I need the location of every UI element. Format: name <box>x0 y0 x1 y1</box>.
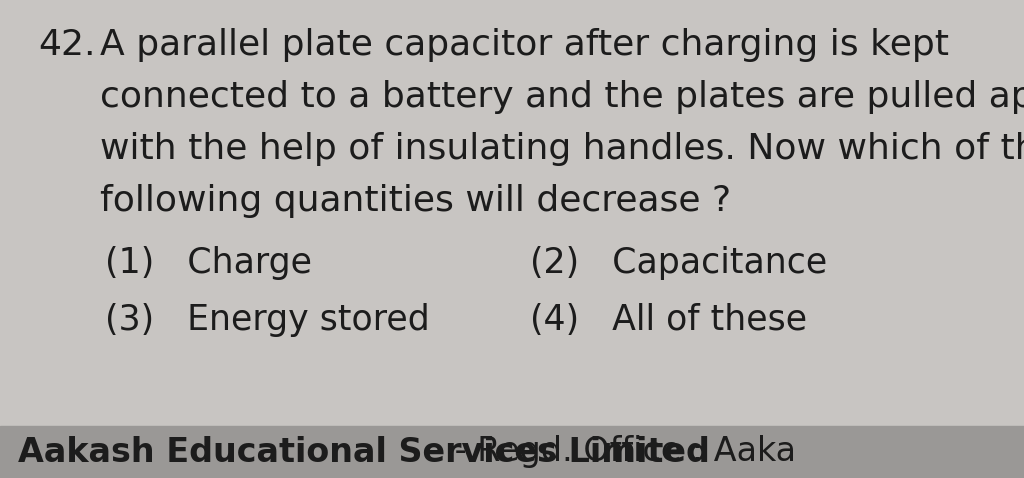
Text: - Regd. Office : Aaka: - Regd. Office : Aaka <box>444 435 796 468</box>
Text: (2)   Capacitance: (2) Capacitance <box>530 246 827 280</box>
Text: Aakash Educational Services Limited: Aakash Educational Services Limited <box>18 435 710 468</box>
Text: 42.: 42. <box>38 28 95 62</box>
Text: following quantities will decrease ?: following quantities will decrease ? <box>100 184 731 218</box>
Text: (4)   All of these: (4) All of these <box>530 303 807 337</box>
Text: (3)   Energy stored: (3) Energy stored <box>105 303 430 337</box>
Bar <box>0 426 1024 478</box>
Text: A parallel plate capacitor after charging is kept: A parallel plate capacitor after chargin… <box>100 28 949 62</box>
Text: with the help of insulating handles. Now which of the: with the help of insulating handles. Now… <box>100 132 1024 166</box>
Text: connected to a battery and the plates are pulled apart: connected to a battery and the plates ar… <box>100 80 1024 114</box>
Text: (1)   Charge: (1) Charge <box>105 246 312 280</box>
